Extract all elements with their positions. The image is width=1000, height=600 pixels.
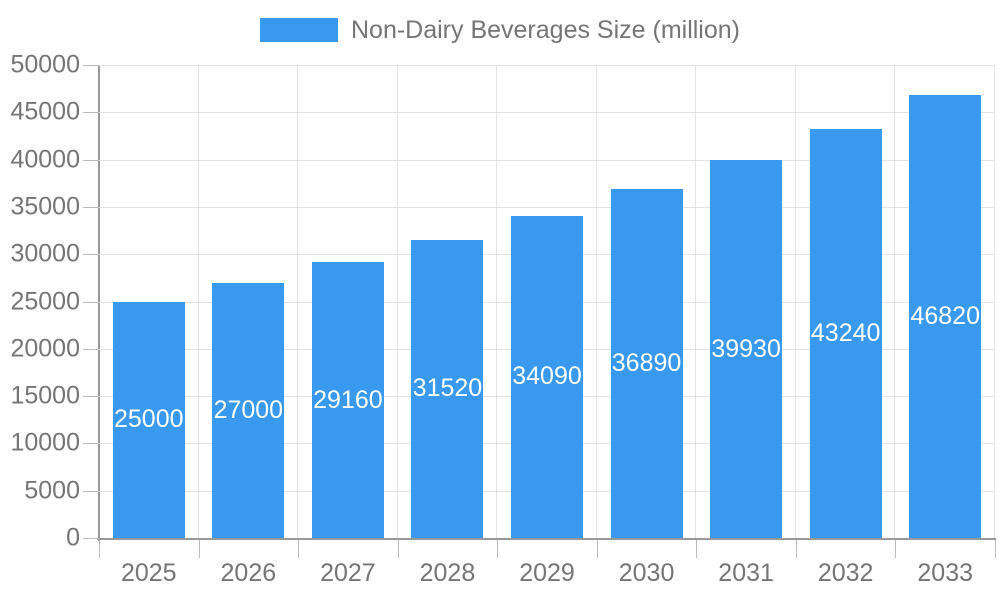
y-axis-tick [83,490,99,492]
h-gridline [99,112,995,114]
y-axis-tick-label: 40000 [10,145,80,174]
plot-area: 25000 27000 29160 31520 34090 36890 39930 43240… [99,65,995,538]
legend-item[interactable]: Non-Dairy Beverages Size (million) [259,16,740,44]
x-axis-tick [198,540,200,558]
bar-value-label: 39930 [711,334,781,363]
v-gridline [396,65,398,538]
y-axis-tick [83,348,99,350]
x-axis-tick-label: 2029 [519,559,575,587]
bar[interactable]: 27000 [212,282,285,538]
x-axis-tick [995,540,996,558]
v-gridline [297,65,299,538]
bar[interactable]: 36890 [610,189,683,538]
y-axis-tick-label: 25000 [10,287,80,315]
x-axis-tick-label: 2028 [419,559,476,587]
y-axis-tick [83,538,99,539]
bar[interactable]: 46820 [909,95,982,538]
y-axis-tick [83,206,99,208]
x-axis-line [97,538,996,540]
x-axis-tick [795,540,797,558]
x-axis-tick [99,540,100,558]
y-axis-tick-label: 5000 [24,476,80,505]
v-gridline [595,65,597,538]
bar[interactable]: 29160 [311,262,384,538]
y-axis-line [98,65,100,541]
y-axis-tick [83,396,99,398]
y-axis-tick-label: 10000 [10,428,80,457]
y-axis-tick-label: 35000 [10,192,80,221]
legend-swatch-icon [259,18,338,42]
v-gridline [794,65,796,538]
x-axis-tick [497,540,499,558]
bar-value-label: 46820 [910,302,980,331]
bar[interactable]: 25000 [112,301,185,538]
y-axis-tick [83,301,99,303]
y-axis-tick [83,159,99,161]
x-axis-tick [397,540,399,558]
v-gridline [695,65,697,538]
x-axis-tick [596,540,598,558]
bar[interactable]: 43240 [809,128,882,538]
x-axis-tick-label: 2033 [917,559,974,587]
x-axis-tick [696,540,698,558]
x-axis-tick-label: 2031 [718,559,774,587]
y-axis-tick-label: 30000 [10,239,80,268]
x-axis-tick-label: 2032 [817,559,874,587]
y-axis-tick [83,65,99,66]
x-axis-tick-label: 2025 [120,559,177,587]
chart-legend: Non-Dairy Beverages Size (million) [0,14,1000,46]
y-axis-tick [83,443,99,445]
v-gridline [994,65,995,538]
bar-value-label: 36890 [611,349,682,378]
x-axis-tick [895,540,897,558]
bar-value-label: 34090 [512,362,582,391]
bar-value-label: 27000 [213,395,284,424]
bar[interactable]: 34090 [511,215,583,538]
v-gridline [197,65,199,538]
y-axis-tick-label: 45000 [10,97,80,126]
y-axis-tick-label: 0 [66,523,80,552]
bar[interactable]: 31520 [411,239,484,538]
legend-label: Non-Dairy Beverages Size (million) [350,16,740,44]
bar-value-label: 43240 [810,318,881,347]
bar[interactable]: 39930 [710,160,783,538]
y-axis-tick [83,112,99,114]
v-gridline [496,65,498,538]
bar-value-label: 31520 [412,374,483,403]
h-gridline [99,159,995,161]
x-axis-tick [298,540,300,558]
y-axis-tick-label: 50000 [10,50,80,79]
x-axis-tick-label: 2030 [618,559,675,587]
h-gridline [99,65,995,66]
y-axis-tick-label: 15000 [10,381,80,410]
x-axis-tick-label: 2026 [220,559,277,587]
y-axis-tick [83,254,99,256]
x-axis-tick-label: 2027 [320,559,376,587]
bar-value-label: 25000 [114,405,184,434]
bar-value-label: 29160 [313,385,383,414]
h-gridline [99,206,995,208]
y-axis-tick-label: 20000 [10,334,80,363]
v-gridline [894,65,896,538]
